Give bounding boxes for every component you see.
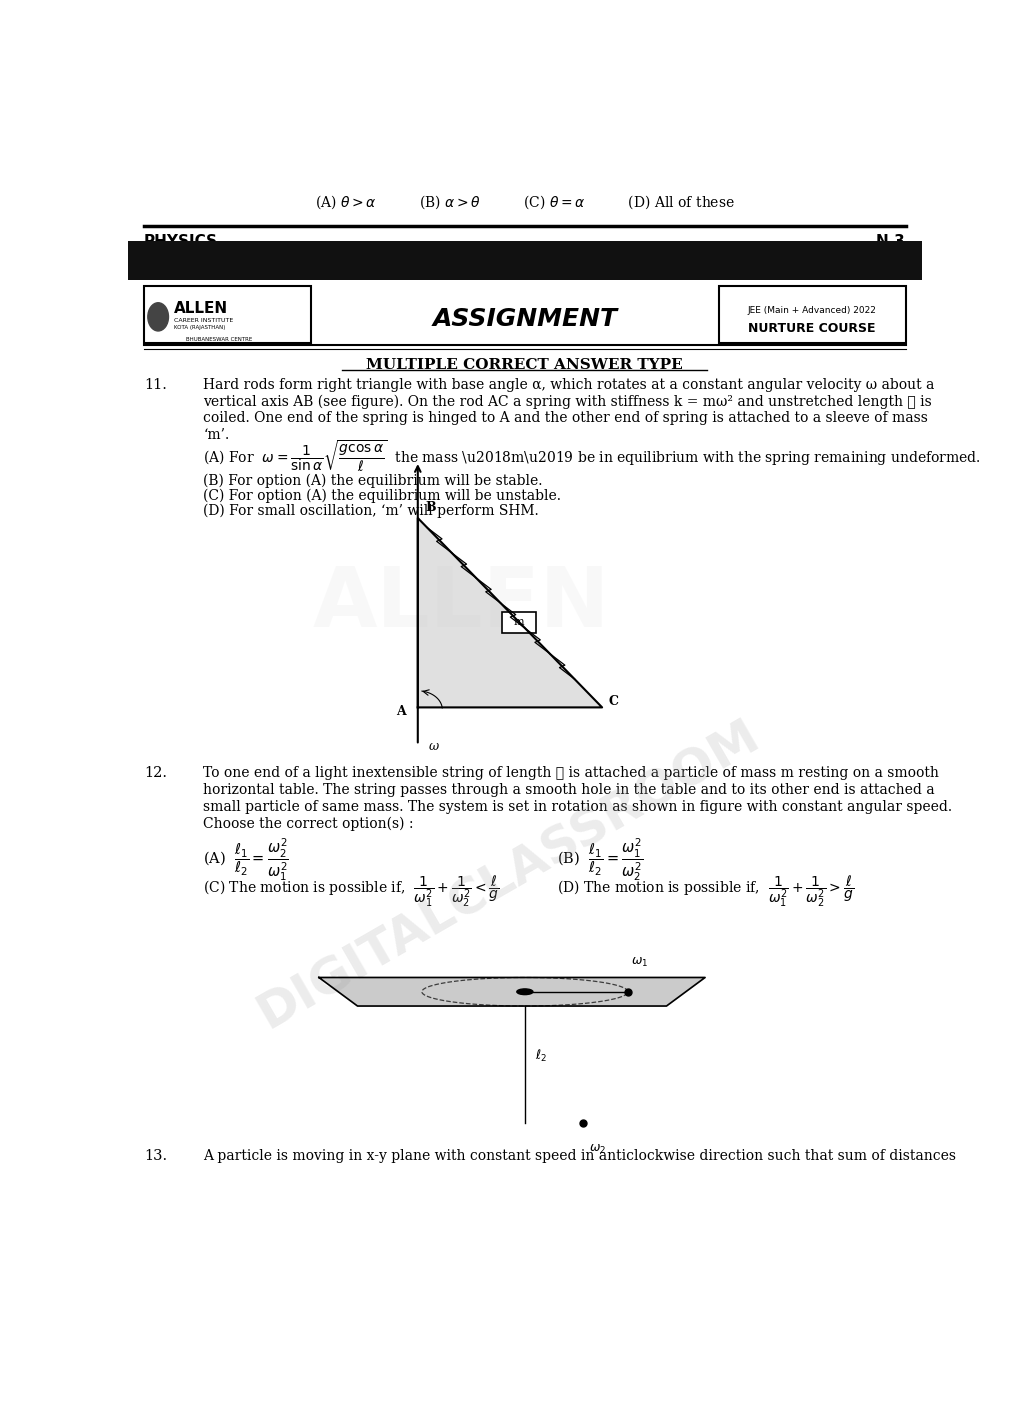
Circle shape	[147, 303, 169, 331]
Text: horizontal table. The string passes through a smooth hole in the table and to it: horizontal table. The string passes thro…	[204, 783, 935, 797]
Polygon shape	[318, 977, 706, 1007]
Text: (A) For  $\omega = \dfrac{1}{\sin\alpha}\sqrt{\dfrac{g\cos\alpha}{\ell}}$  the m: (A) For $\omega = \dfrac{1}{\sin\alpha}\…	[204, 439, 981, 474]
FancyBboxPatch shape	[719, 286, 905, 343]
Text: 11.: 11.	[143, 378, 167, 392]
Text: JEE (Main + Advanced) 2022: JEE (Main + Advanced) 2022	[748, 306, 877, 314]
Text: DIGITALCLASSROOM: DIGITALCLASSROOM	[250, 711, 768, 1039]
Text: (D) The motion is possible if,  $\dfrac{1}{\omega_1^2} + \dfrac{1}{\omega_2^2} >: (D) The motion is possible if, $\dfrac{1…	[557, 873, 854, 908]
Text: coiled. One end of the spring is hinged to A and the other end of spring is atta: coiled. One end of the spring is hinged …	[204, 412, 929, 426]
Text: (D) For small oscillation, ‘m’ will perform SHM.: (D) For small oscillation, ‘m’ will perf…	[204, 503, 540, 517]
Text: (A)  $\dfrac{\ell_1}{\ell_2} = \dfrac{\omega_2^2}{\omega_1^2}$: (A) $\dfrac{\ell_1}{\ell_2} = \dfrac{\om…	[204, 836, 290, 883]
Text: N-3: N-3	[876, 234, 905, 250]
Text: C: C	[608, 695, 618, 708]
Text: ALLEN: ALLEN	[174, 300, 228, 316]
Text: CAREER INSTITUTE: CAREER INSTITUTE	[174, 317, 233, 323]
Text: $\ell_2$: $\ell_2$	[535, 1048, 547, 1065]
Text: 13.: 13.	[143, 1149, 167, 1162]
Text: Hard rods form right triangle with base angle α, which rotates at a constant ang: Hard rods form right triangle with base …	[204, 378, 935, 392]
Text: NURTURE COURSE: NURTURE COURSE	[749, 323, 876, 336]
Text: MULTIPLE CORRECT ANSWER TYPE: MULTIPLE CORRECT ANSWER TYPE	[367, 358, 683, 372]
Text: Choose the correct option(s) :: Choose the correct option(s) :	[204, 816, 414, 832]
Text: (B)  $\dfrac{\ell_1}{\ell_2} = \dfrac{\omega_1^2}{\omega_2^2}$: (B) $\dfrac{\ell_1}{\ell_2} = \dfrac{\om…	[557, 836, 643, 883]
Text: ω: ω	[429, 740, 439, 753]
Text: A particle is moving in x-y plane with constant speed in anticlockwise direction: A particle is moving in x-y plane with c…	[204, 1149, 956, 1162]
Text: ALLEN: ALLEN	[312, 563, 610, 644]
Text: vertical axis AB (see figure). On the rod AC a spring with stiffness k = mω² and: vertical axis AB (see figure). On the ro…	[204, 395, 932, 409]
Text: (A) $\theta > \alpha$          (B) $\alpha > \theta$          (C) $\theta = \alp: (A) $\theta > \alpha$ (B) $\alpha > \the…	[314, 193, 735, 210]
Text: $\omega_1$: $\omega_1$	[631, 956, 648, 969]
Text: ASSIGNMENT: ASSIGNMENT	[432, 307, 617, 331]
Text: (B) For option (A) the equilibrium will be stable.: (B) For option (A) the equilibrium will …	[204, 474, 543, 488]
Text: A: A	[396, 705, 407, 718]
Text: (C) The motion is possible if,  $\dfrac{1}{\omega_1^2} + \dfrac{1}{\omega_2^2} <: (C) The motion is possible if, $\dfrac{1…	[204, 873, 500, 908]
Text: small particle of same mass. The system is set in rotation as shown in figure wi: small particle of same mass. The system …	[204, 799, 952, 814]
Ellipse shape	[517, 988, 532, 994]
Text: ‘m’.: ‘m’.	[204, 429, 229, 443]
Text: PHYSICS: PHYSICS	[143, 234, 218, 250]
Text: KOTA (RAJASTHAN): KOTA (RAJASTHAN)	[174, 326, 225, 330]
Text: To one end of a light inextensible string of length ℓ is attached a particle of : To one end of a light inextensible strin…	[204, 766, 939, 780]
FancyBboxPatch shape	[128, 241, 922, 281]
Text: BHUBANESWAR CENTRE: BHUBANESWAR CENTRE	[186, 337, 252, 343]
Text: $\omega_2$: $\omega_2$	[589, 1144, 606, 1156]
Text: m: m	[514, 618, 524, 627]
Text: B: B	[425, 501, 436, 513]
FancyBboxPatch shape	[143, 286, 310, 343]
Bar	[502, 612, 537, 633]
Polygon shape	[418, 517, 602, 708]
Text: 12.: 12.	[143, 766, 167, 780]
Text: (C) For option (A) the equilibrium will be unstable.: (C) For option (A) the equilibrium will …	[204, 488, 561, 503]
